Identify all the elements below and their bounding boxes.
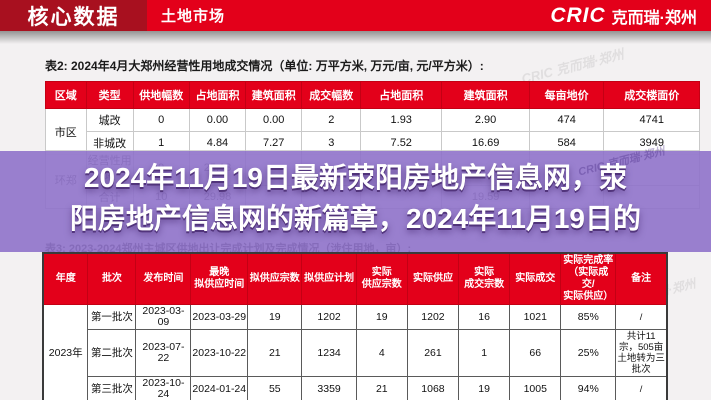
table-header-cell: 占地面积	[360, 81, 443, 109]
table-cell: 0.00	[245, 108, 303, 132]
table-cell: 第二批次	[87, 329, 137, 377]
table2-title: 表2: 2024年4月大郑州经营性用地成交情况（单位: 万平方米, 万元/亩, …	[45, 59, 484, 73]
table-cell: 2023-03-09	[135, 304, 192, 330]
table-cell: 474	[528, 108, 605, 132]
table-row: 市区 城改 0 0.00 0.00 2 1.93 2.90 474 4741	[45, 108, 700, 155]
table-cell: 城改	[85, 108, 134, 132]
table-cell: 2023-10-22	[190, 329, 249, 377]
table-cell: 16	[458, 304, 511, 330]
table-header-cell: 供地幅数	[132, 81, 190, 109]
overlay-line-2: 阳房地产信息网的新篇章，2024年11月19日的	[69, 203, 642, 234]
table-header-cell: 最晚 拟供应时间	[190, 252, 249, 305]
table-cell: 4	[355, 329, 408, 377]
table-cell: 1202	[301, 304, 357, 330]
table-header-cell: 建筑面积	[245, 81, 303, 109]
table-header-cell: 实际 供应宗数	[355, 252, 408, 305]
table-cell: 2023-03-29	[190, 304, 249, 330]
table-cell: 2.90	[441, 108, 530, 132]
table-cell: 19	[355, 304, 408, 330]
table-cell: 0.00	[188, 108, 247, 132]
table-header-cell: 实际完成率 （实际成交/ 实际供应）	[560, 252, 617, 305]
table-cell: 16.69	[441, 131, 530, 155]
top-bar: 核心数据 土地市场 CRIC 克而瑞·郑州	[0, 0, 711, 31]
table-header-cell: 实际 成交宗数	[458, 252, 511, 305]
overlay-line-1: 2024年11月19日最新荥阳房地产信息网，荥	[83, 162, 628, 193]
table-cell: 3359	[301, 376, 357, 400]
table-cell: 2024-01-24	[190, 376, 249, 400]
topbar-shadow	[0, 31, 711, 44]
land-deal-table: 区域 类型 供地幅数 占地面积 建筑面积 成交幅数 占地面积 建筑面积 每亩地价 成交楼面价 市区…	[45, 81, 700, 155]
table-header-cell: 年度	[42, 252, 89, 305]
table-cell: 19	[458, 376, 511, 400]
table-cell: 2	[301, 108, 362, 132]
tab-core-data-label: 核心数据	[27, 5, 120, 29]
table-header-cell: 发布时间	[135, 252, 192, 305]
table-cell: 共计11宗，505亩土地转为三批次	[615, 329, 668, 377]
table-cell: 1202	[406, 304, 460, 330]
table-cell: 55	[247, 376, 303, 400]
supply-plan-table: 年度 批次 发布时间 最晚 拟供应时间 拟供应宗数 拟供应计划 实际 供应宗数 实际供应 实际 …	[42, 252, 668, 400]
table-header-cell: 备注	[615, 252, 668, 305]
table-header-cell: 实际供应	[406, 252, 460, 305]
table-cell: 0	[132, 108, 190, 132]
table-cell: /	[615, 304, 668, 330]
table-cell: 2023年	[42, 304, 89, 400]
table-header-cell: 每亩地价	[528, 81, 605, 109]
table-row: 2023年 第一批次 2023-03-09 2023-03-29 19 1202 19 120…	[42, 304, 668, 400]
table-cell: 94%	[560, 376, 617, 400]
table-cell: /	[615, 376, 668, 400]
table-cell: 2023-10-24	[135, 376, 192, 400]
table-cell: 1234	[301, 329, 357, 377]
table-cell: 66	[509, 329, 562, 377]
cric-logo-city: 克而瑞·郑州	[611, 9, 697, 27]
table-cell: 4741	[603, 108, 700, 132]
cric-logo-mark: CRIC	[550, 3, 606, 27]
table-header-cell: 建筑面积	[441, 81, 530, 109]
table-header-cell: 区域	[45, 81, 87, 109]
table-header-cell: 拟供应宗数	[247, 252, 303, 305]
table-cell: 25%	[560, 329, 617, 377]
table-cell: 第一批次	[87, 304, 137, 330]
table-cell: 261	[406, 329, 460, 377]
table-header-cell: 占地面积	[188, 81, 247, 109]
table-header-cell: 类型	[85, 81, 134, 109]
table-cell: 市区	[45, 108, 87, 155]
cric-logo: CRIC 克而瑞·郑州	[550, 0, 711, 31]
table-cell: 1	[458, 329, 511, 377]
table-cell: 第三批次	[87, 376, 137, 400]
table-header-cell: 批次	[87, 252, 137, 305]
table-cell: 21	[247, 329, 303, 377]
table-header-cell: 成交幅数	[301, 81, 362, 109]
overlay-banner: CRIC 克而瑞·郑州 2024年11月19日最新荥阳房地产信息网，荥 阳房地产…	[0, 145, 711, 252]
tab-land-market[interactable]: 土地市场	[147, 0, 225, 31]
tab-land-market-label: 土地市场	[161, 8, 226, 25]
table-cell: 1005	[509, 376, 562, 400]
tab-core-data[interactable]: 核心数据	[0, 0, 147, 31]
table-row: 第二批次 2023-07-22 2023-10-22 21 1234 4 261 1 66 25%…	[43, 329, 668, 377]
table-cell: 非城改	[85, 131, 134, 155]
table-row: 第三批次 2023-10-24 2024-01-24 55 3359 21 1068 19 10…	[43, 376, 668, 400]
table-cell: 1068	[406, 376, 460, 400]
table-cell: 2023-07-22	[135, 329, 192, 377]
table-cell: 1.93	[360, 108, 443, 132]
table-header-cell: 实际成交	[509, 252, 562, 305]
table-header-cell: 成交楼面价	[603, 81, 700, 109]
table-cell: 19	[247, 304, 303, 330]
table-cell: 85%	[560, 304, 617, 330]
table-cell: 21	[355, 376, 408, 400]
table-cell: 1021	[509, 304, 562, 330]
table-header-cell: 拟供应计划	[301, 252, 357, 305]
overlay-banner-text: 2024年11月19日最新荥阳房地产信息网，荥 阳房地产信息网的新篇章，2024…	[0, 157, 711, 239]
